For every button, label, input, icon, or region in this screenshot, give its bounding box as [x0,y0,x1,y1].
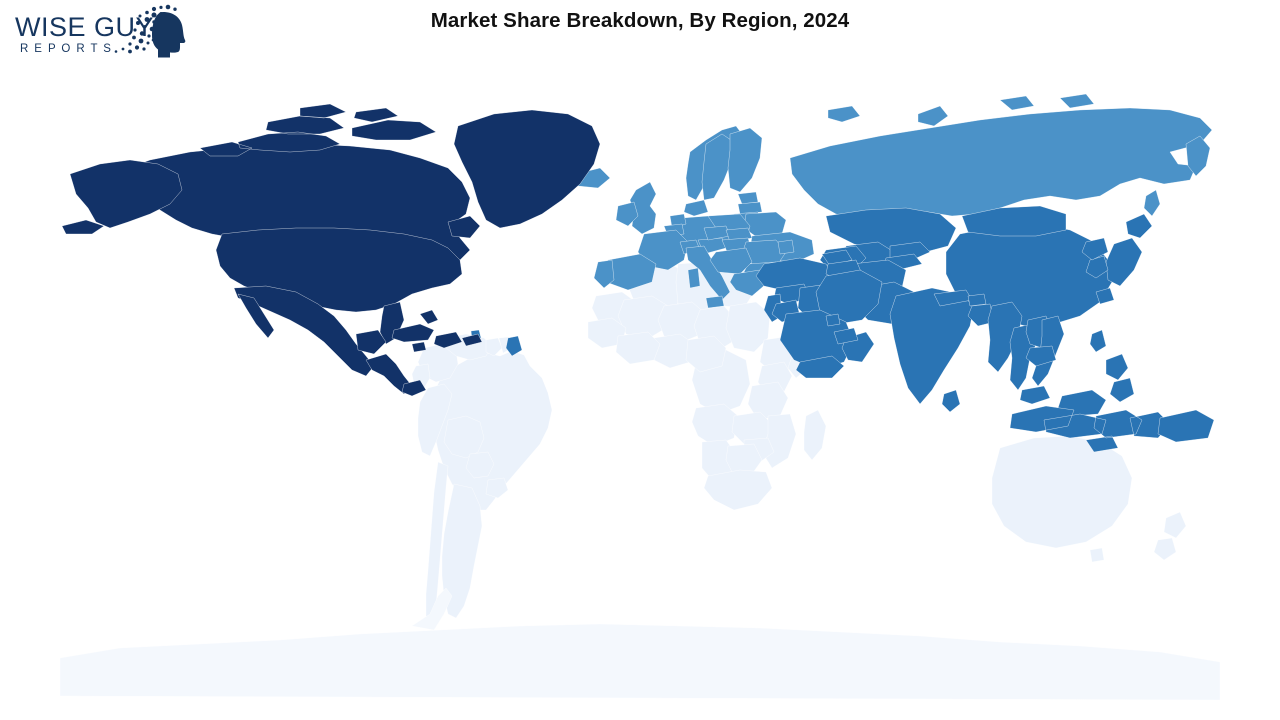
country-angola [692,404,738,446]
country-philippines [1106,354,1134,402]
country-myanmar [988,302,1022,372]
country-finland [728,128,762,192]
country-moldova [778,240,794,254]
country-mali [618,296,668,340]
dotted-head-profile-icon [114,4,186,58]
country-peru [418,384,452,456]
country-portugal [594,260,614,288]
country-kamchatka [1186,136,1210,176]
country-cambodia [1026,346,1056,366]
country-canada-arctic-islands [200,104,436,156]
country-novaya-zemlya [918,106,948,126]
country-south-africa [704,470,772,510]
country-sudan [726,302,770,352]
region-rest-of-world [60,252,1220,700]
world-map-container [0,48,1280,720]
country-iran [816,270,882,324]
country-argentina [442,484,482,618]
country-south-korea [1086,256,1108,278]
country-estonia [738,192,758,204]
country-bahamas [420,310,438,324]
country-india [890,288,974,404]
logo-line1: WISE GUY [15,12,154,42]
country-bolivia [444,416,484,458]
country-guyana [486,338,502,356]
country-taiwan [1090,330,1106,352]
country-arctic-islands [828,94,1094,122]
country-greenland [454,110,600,228]
logo-line2: R E P O R T S [20,43,112,55]
country-cuba [392,324,434,342]
country-mexico [234,286,374,376]
country-new-zealand [1154,512,1186,560]
world-choropleth-map [0,48,1280,720]
country-sweden [702,134,734,200]
region-north-america [62,104,600,396]
region-asia-middle-east [471,206,1214,452]
country-paraguay [466,452,494,478]
country-papua-new-guinea [1158,410,1214,442]
country-madagascar [804,410,826,460]
country-kazakhstan [826,208,956,254]
country-french-guiana [506,336,522,356]
country-kyrgyzstan [890,242,930,260]
country-italy [686,246,730,300]
country-newfoundland [448,216,480,238]
country-cameroon-car [686,336,726,372]
wise-guy-reports-logo: WISE GUY R E P O R T S [8,4,198,58]
country-uae-qatar-kuwait [826,314,858,344]
country-mongolia [962,206,1066,236]
country-bhutan [968,294,986,306]
country-latvia [738,202,762,214]
country-ivory-coast-ghana [616,332,660,364]
country-australia [992,436,1132,548]
country-antarctica [60,624,1220,700]
country-sri-lanka [942,390,960,412]
country-sardinia [688,268,700,288]
country-saudi-arabia [780,310,854,370]
country-sakhalin [1144,190,1160,216]
country-north-korea [1082,238,1108,260]
country-ireland [616,202,638,226]
country-tasmania [1090,548,1104,562]
page-title: Market Share Breakdown, By Region, 2024 [430,9,850,32]
country-niger [658,302,706,342]
country-aleutians [62,220,104,234]
region-europe-russia [576,94,1212,308]
country-hispaniola [434,332,462,348]
antarctic-peninsula [412,588,452,630]
country-panama [402,380,426,396]
country-sicily [706,296,724,308]
logo-wordmark: WISE GUY R E P O R T S [15,12,154,55]
country-indonesia [1010,406,1170,452]
country-uruguay [486,478,508,498]
country-baja-california [238,294,274,338]
country-bangladesh [968,304,994,326]
country-denmark [684,200,708,216]
country-alaska [70,160,182,228]
country-yemen [796,356,844,378]
country-jamaica [412,342,426,352]
country-puerto-rico-antilles [462,334,482,346]
country-yucatan [356,330,386,354]
